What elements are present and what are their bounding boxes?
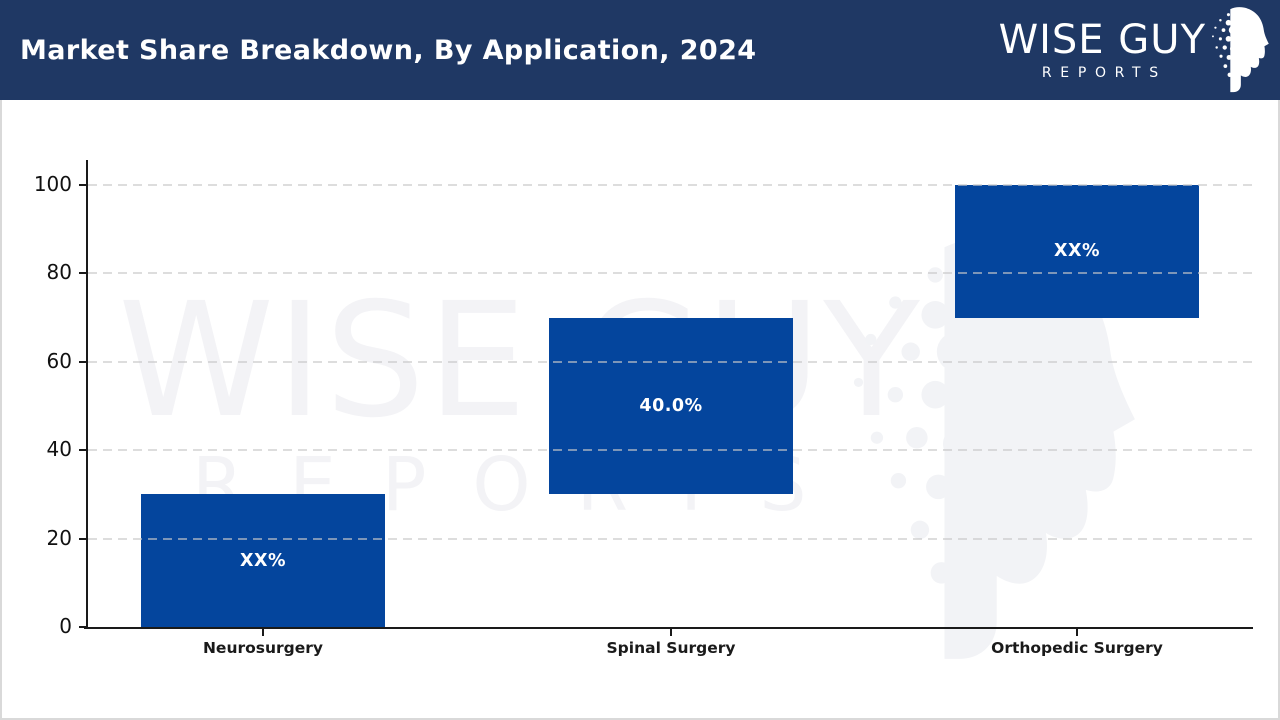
brand-head-icon — [1208, 6, 1270, 94]
gridline — [88, 272, 1253, 275]
brand-logo: WISE GUY REPORTS — [999, 6, 1270, 94]
y-tick-mark — [79, 360, 87, 363]
brand-subname: REPORTS — [1041, 64, 1167, 81]
y-tick-mark — [79, 449, 87, 452]
y-tick-label: 20 — [46, 525, 72, 550]
y-tick-mark — [79, 184, 87, 186]
x-tick-mark — [670, 628, 672, 636]
bar-value-label: 40.0% — [639, 395, 703, 416]
page-title: Market Share Breakdown, By Application, … — [20, 34, 757, 66]
bar: 40.0% — [549, 317, 793, 495]
gridline — [88, 360, 1253, 363]
gridline — [88, 184, 1253, 186]
y-tick-mark — [79, 537, 87, 540]
x-axis — [84, 627, 1253, 629]
brand-name: WISE GUY — [998, 16, 1206, 63]
y-tick-label: 80 — [46, 260, 72, 285]
bar: XX% — [141, 494, 385, 627]
y-tick-mark — [79, 272, 87, 275]
bar: XX% — [955, 185, 1199, 318]
x-category-label: Orthopedic Surgery — [991, 639, 1163, 657]
y-tick-label: 60 — [46, 348, 72, 373]
x-tick-mark — [1076, 628, 1078, 636]
bar-value-label: XX% — [239, 550, 287, 571]
x-tick-mark — [262, 628, 264, 636]
y-axis — [86, 160, 88, 629]
header: Market Share Breakdown, By Application, … — [0, 0, 1280, 100]
bar-value-label: XX% — [1053, 241, 1101, 262]
y-tick-label: 0 — [59, 614, 72, 638]
brand-logo-text: WISE GUY REPORTS — [999, 20, 1206, 81]
gridline — [88, 537, 1253, 540]
y-tick-label: 100 — [33, 172, 72, 196]
x-category-label: Spinal Surgery — [606, 639, 736, 657]
y-tick-mark — [79, 626, 87, 628]
x-category-label: Neurosurgery — [202, 639, 324, 657]
y-tick-label: 40 — [46, 437, 72, 462]
gridline — [88, 449, 1253, 452]
